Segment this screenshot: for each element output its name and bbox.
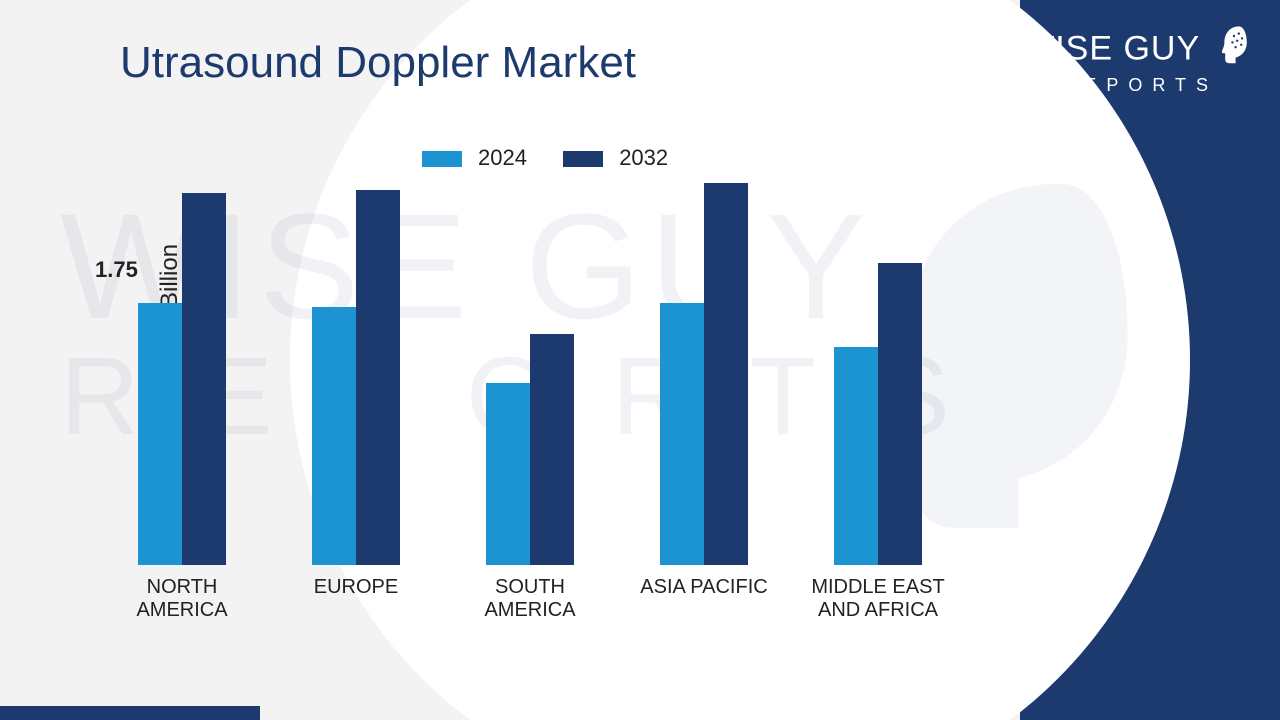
bar [530,334,574,565]
bar-group [629,165,779,565]
x-tick-label: ASIA PACIFIC [629,570,779,622]
bar-group [803,165,953,565]
brand-logo: WISE GUY REPORTS [1022,24,1254,96]
bar-groups [95,165,965,565]
brand-head-icon [1214,24,1254,77]
bar [704,183,748,565]
bar-group [281,165,431,565]
x-axis-labels: NORTH AMERICA EUROPE SOUTH AMERICA ASIA PAC… [95,570,965,622]
bar [660,303,704,565]
bar [486,383,530,565]
bar [878,263,922,565]
bar [356,190,400,565]
bar-group [455,165,605,565]
chart-title: Utrasound Doppler Market [120,38,636,88]
footer-accent-bar [0,706,260,720]
bar [834,347,878,565]
bar-group [107,165,257,565]
page-root: WISE GUY REPORTS WISE GUY REPORTS Utraso… [0,0,1280,720]
bar [312,307,356,565]
bar [182,193,226,565]
x-tick-label: SOUTH AMERICA [455,570,605,622]
brand-line1: WISE GUY [1022,29,1199,67]
x-tick-label: MIDDLE EAST AND AFRICA [803,570,953,622]
chart-area: 2024 2032 1.75 [95,165,965,565]
x-tick-label: NORTH AMERICA [107,570,257,622]
brand-line2: REPORTS [1022,75,1254,96]
bar [138,303,182,565]
x-tick-label: EUROPE [281,570,431,622]
